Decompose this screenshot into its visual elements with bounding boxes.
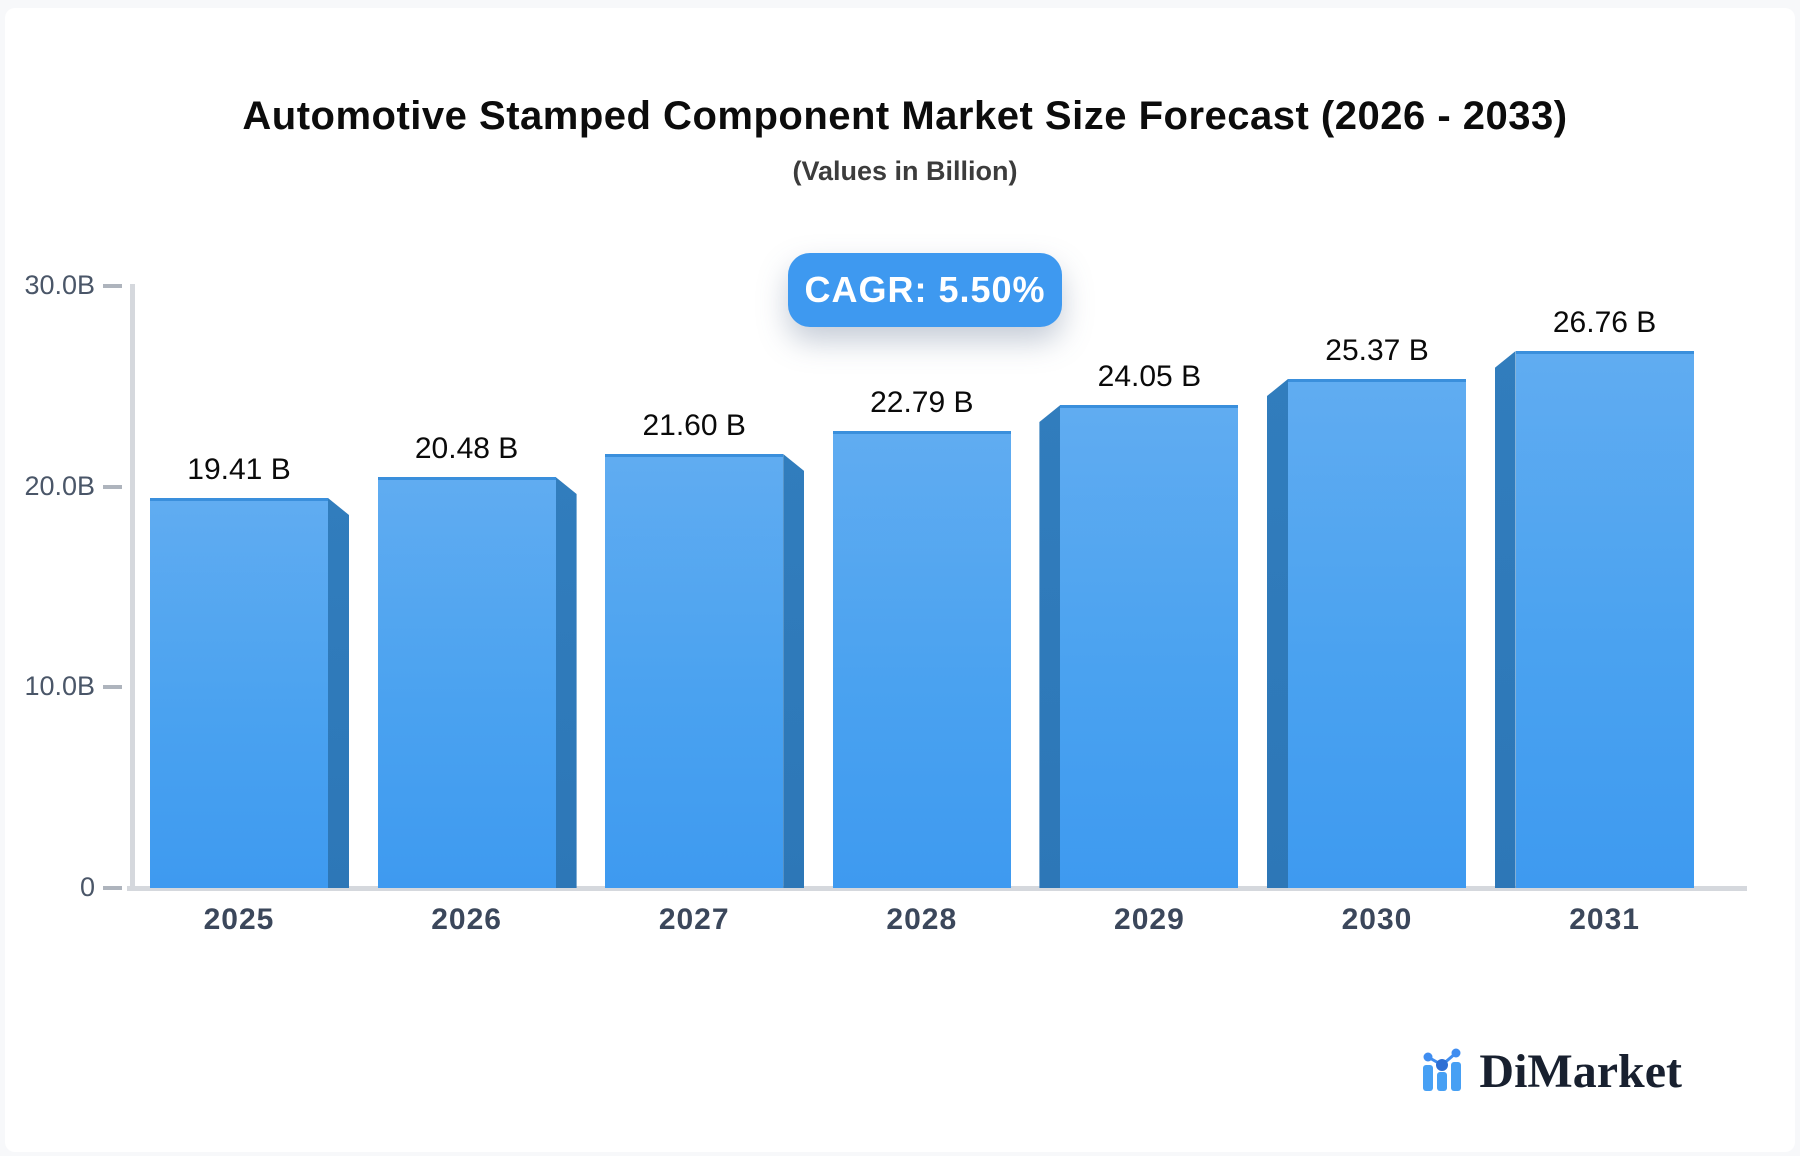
y-axis-tick-label: 20.0B xyxy=(24,470,95,501)
bar-value-label: 19.41 B xyxy=(187,453,291,486)
bar-2031[interactable] xyxy=(1515,351,1694,888)
y-axis-tick-label: 10.0B xyxy=(24,671,95,702)
x-axis-label-2026: 2026 xyxy=(431,903,502,936)
bar-2027[interactable] xyxy=(605,454,784,888)
bar-2030-side xyxy=(1267,379,1288,888)
bar-value-label: 22.79 B xyxy=(870,386,974,419)
y-axis-tick-mark xyxy=(103,685,122,690)
brand-logo: DiMarket xyxy=(1421,1044,1682,1099)
y-axis-tick-mark xyxy=(103,886,122,890)
x-axis-label-2030: 2030 xyxy=(1341,903,1413,936)
chart-subtitle: (Values in Billion) xyxy=(792,156,1018,186)
chart-title: Automotive Stamped Component Market Size… xyxy=(242,94,1568,138)
y-axis-tick-mark xyxy=(103,484,122,489)
bar-value-label: 25.37 B xyxy=(1325,334,1429,367)
x-axis-label-2028: 2028 xyxy=(886,903,958,936)
bar-2027-side xyxy=(783,454,805,888)
bar-2029[interactable] xyxy=(1060,405,1239,888)
bar-2025[interactable] xyxy=(150,498,328,888)
x-axis-label-2031: 2031 xyxy=(1569,903,1640,936)
bar-2026[interactable] xyxy=(377,477,556,888)
bar-value-label: 21.60 B xyxy=(642,409,746,442)
x-axis-label-2025: 2025 xyxy=(203,903,275,936)
x-axis-label-2029: 2029 xyxy=(1114,903,1185,936)
bar-value-label: 20.48 B xyxy=(414,432,519,465)
y-axis-tick-label: 30.0B xyxy=(24,269,95,300)
bar-2029-side xyxy=(1039,405,1061,888)
bar-2026-side xyxy=(555,477,577,888)
bar-value-label: 24.05 B xyxy=(1097,360,1202,393)
x-axis-line xyxy=(127,886,1747,891)
bar-2025-side xyxy=(328,498,349,888)
bar-2030[interactable] xyxy=(1288,379,1466,888)
brand-name: DiMarket xyxy=(1479,1045,1682,1098)
y-axis-line xyxy=(130,284,135,891)
bar-2031-side xyxy=(1494,351,1516,888)
bar-chart-logo-icon xyxy=(1421,1047,1467,1096)
bar-value-label: 26.76 B xyxy=(1552,306,1657,339)
y-axis-tick-mark xyxy=(103,283,122,288)
bar-2028[interactable] xyxy=(832,431,1011,888)
cagr-badge: CAGR: 5.50% xyxy=(788,253,1062,327)
x-axis-label-2027: 2027 xyxy=(658,903,730,936)
y-axis-tick-label: 0 xyxy=(79,872,95,902)
